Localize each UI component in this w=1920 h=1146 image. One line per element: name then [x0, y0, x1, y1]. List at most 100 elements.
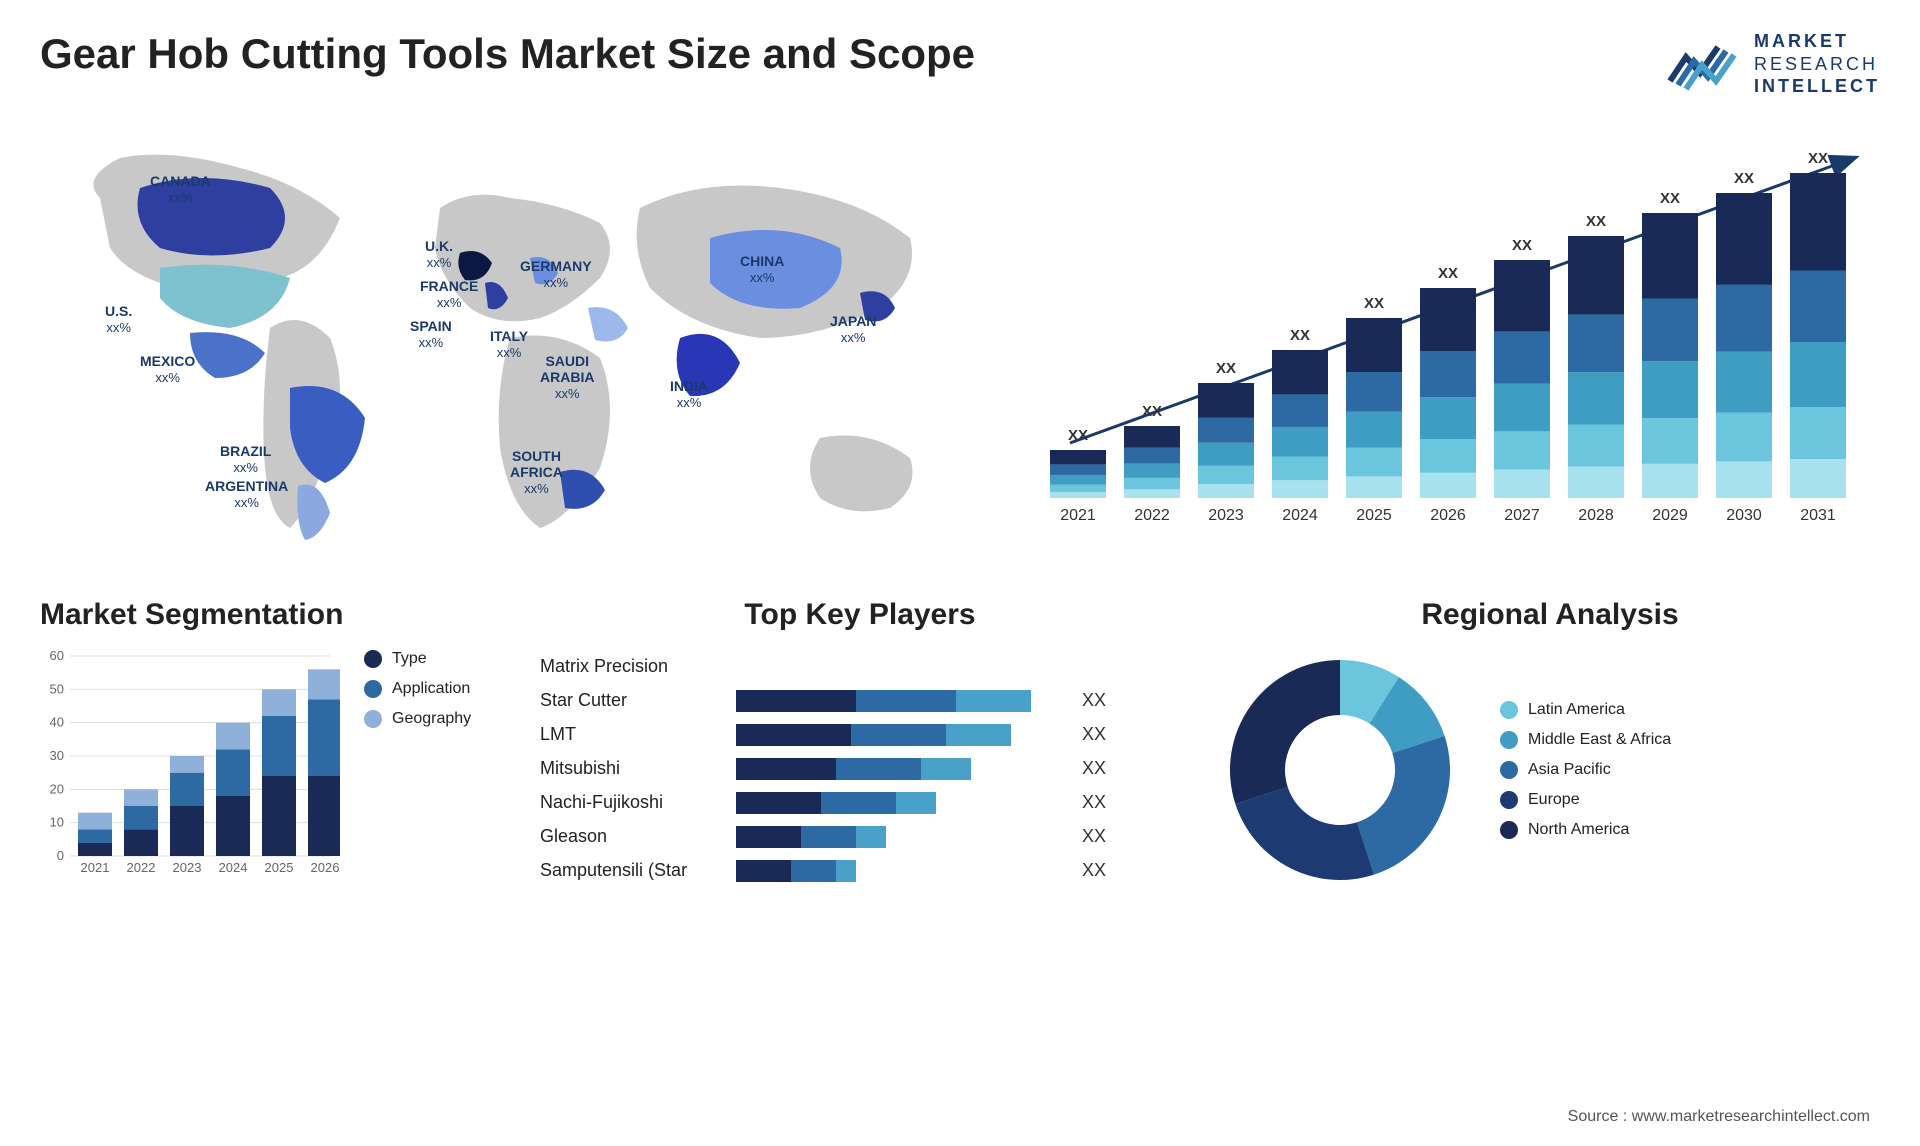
- brand-logo: MARKET RESEARCH INTELLECT: [1666, 30, 1880, 98]
- player-row: Nachi-Fujikoshi XX: [540, 786, 1180, 820]
- player-value: XX: [1082, 690, 1106, 711]
- svg-text:2023: 2023: [1208, 507, 1244, 524]
- svg-text:2030: 2030: [1726, 507, 1762, 524]
- world-map-panel: CANADAxx% U.S.xx% MEXICOxx% BRAZILxx%ARGENT…: [40, 128, 1000, 558]
- map-label: FRANCExx%: [420, 278, 478, 311]
- map-label: SPAINxx%: [410, 318, 452, 351]
- player-name: Gleason: [540, 826, 720, 847]
- key-players-title: Top Key Players: [540, 598, 1180, 632]
- map-label: JAPANxx%: [830, 313, 876, 346]
- map-label: U.K.xx%: [425, 238, 453, 271]
- key-players-panel: Top Key Players Matrix Precision Star Cut…: [540, 598, 1180, 888]
- logo-mark-icon: [1666, 37, 1740, 91]
- segmentation-stacked-bar-chart: 0102030405060202120222023202420252026: [40, 650, 340, 900]
- legend-item: Asia Pacific: [1500, 761, 1671, 779]
- player-value: XX: [1082, 826, 1106, 847]
- map-label: ITALYxx%: [490, 328, 528, 361]
- source-attribution: Source : www.marketresearchintellect.com: [1568, 1108, 1870, 1126]
- svg-text:2022: 2022: [127, 860, 156, 875]
- svg-text:2024: 2024: [219, 860, 248, 875]
- svg-text:2024: 2024: [1282, 507, 1318, 524]
- header: Gear Hob Cutting Tools Market Size and S…: [40, 30, 1880, 98]
- player-bar: [736, 758, 1056, 780]
- trend-stacked-bar-chart: XX 2021 XX 2022 XX 2023 XX 2024 XX 2025 XX 2026 XX 20…: [1040, 128, 1860, 538]
- svg-text:2029: 2029: [1652, 507, 1688, 524]
- svg-text:XX: XX: [1512, 237, 1532, 254]
- player-bar: [736, 690, 1056, 712]
- map-label: SOUTHAFRICAxx%: [510, 448, 563, 497]
- svg-text:0: 0: [57, 848, 64, 863]
- map-label: SAUDIARABIAxx%: [540, 353, 594, 402]
- page-title: Gear Hob Cutting Tools Market Size and S…: [40, 30, 975, 78]
- svg-text:XX: XX: [1068, 427, 1088, 444]
- player-name: LMT: [540, 724, 720, 745]
- regional-donut-chart: [1220, 650, 1460, 890]
- svg-text:2026: 2026: [311, 860, 340, 875]
- svg-text:10: 10: [50, 814, 64, 829]
- player-row: Matrix Precision: [540, 650, 1180, 684]
- map-label: CANADAxx%: [150, 173, 211, 206]
- legend-item: Middle East & Africa: [1500, 731, 1671, 749]
- player-row: Gleason XX: [540, 820, 1180, 854]
- svg-text:2027: 2027: [1504, 507, 1540, 524]
- svg-text:XX: XX: [1216, 360, 1236, 377]
- svg-text:2026: 2026: [1430, 507, 1466, 524]
- segmentation-legend: Type Application Geography: [364, 650, 471, 728]
- svg-text:40: 40: [50, 714, 64, 729]
- trend-chart-panel: XX 2021 XX 2022 XX 2023 XX 2024 XX 2025 XX 2026 XX 20…: [1040, 128, 1880, 558]
- map-label: BRAZILxx%: [220, 443, 271, 476]
- legend-item: Geography: [364, 710, 471, 728]
- player-name: Star Cutter: [540, 690, 720, 711]
- svg-text:XX: XX: [1142, 403, 1162, 420]
- svg-text:XX: XX: [1438, 265, 1458, 282]
- segmentation-title: Market Segmentation: [40, 598, 500, 632]
- player-bar: [736, 860, 1056, 882]
- segmentation-panel: Market Segmentation 01020304050602021202…: [40, 598, 500, 900]
- svg-text:2025: 2025: [1356, 507, 1392, 524]
- map-label: U.S.xx%: [105, 303, 132, 336]
- legend-item: North America: [1500, 821, 1671, 839]
- svg-text:XX: XX: [1364, 295, 1384, 312]
- player-name: Nachi-Fujikoshi: [540, 792, 720, 813]
- player-name: Mitsubishi: [540, 758, 720, 779]
- map-label: INDIAxx%: [670, 378, 708, 411]
- player-bar: [736, 792, 1056, 814]
- svg-text:XX: XX: [1808, 150, 1828, 167]
- legend-item: Application: [364, 680, 471, 698]
- player-value: XX: [1082, 758, 1106, 779]
- svg-text:XX: XX: [1660, 190, 1680, 207]
- svg-text:2028: 2028: [1578, 507, 1614, 524]
- regional-legend: Latin AmericaMiddle East & AfricaAsia Pa…: [1500, 701, 1671, 839]
- player-name: Matrix Precision: [540, 656, 720, 677]
- logo-text: MARKET RESEARCH INTELLECT: [1754, 30, 1880, 98]
- svg-text:2021: 2021: [1060, 507, 1096, 524]
- svg-text:60: 60: [50, 650, 64, 663]
- player-name: Samputensili (Star: [540, 860, 720, 881]
- player-row: Star Cutter XX: [540, 684, 1180, 718]
- player-row: LMT XX: [540, 718, 1180, 752]
- svg-text:2022: 2022: [1134, 507, 1170, 524]
- player-row: Samputensili (Star XX: [540, 854, 1180, 888]
- key-players-list: Matrix PrecisionStar CutterXXLMTXXMitsub…: [540, 650, 1180, 888]
- player-value: XX: [1082, 724, 1106, 745]
- regional-title: Regional Analysis: [1220, 598, 1880, 632]
- player-bar: [736, 724, 1056, 746]
- svg-text:XX: XX: [1290, 327, 1310, 344]
- svg-text:2025: 2025: [265, 860, 294, 875]
- regional-panel: Regional Analysis Latin AmericaMiddle Ea…: [1220, 598, 1880, 890]
- svg-text:XX: XX: [1734, 170, 1754, 187]
- svg-text:2023: 2023: [173, 860, 202, 875]
- player-value: XX: [1082, 860, 1106, 881]
- svg-text:30: 30: [50, 748, 64, 763]
- legend-item: Type: [364, 650, 471, 668]
- map-label: ARGENTINAxx%: [205, 478, 288, 511]
- map-label: GERMANYxx%: [520, 258, 592, 291]
- player-row: Mitsubishi XX: [540, 752, 1180, 786]
- player-bar: [736, 826, 1056, 848]
- svg-text:XX: XX: [1586, 213, 1606, 230]
- player-value: XX: [1082, 792, 1106, 813]
- svg-text:50: 50: [50, 681, 64, 696]
- svg-text:2021: 2021: [81, 860, 110, 875]
- map-label: MEXICOxx%: [140, 353, 195, 386]
- map-label: CHINAxx%: [740, 253, 784, 286]
